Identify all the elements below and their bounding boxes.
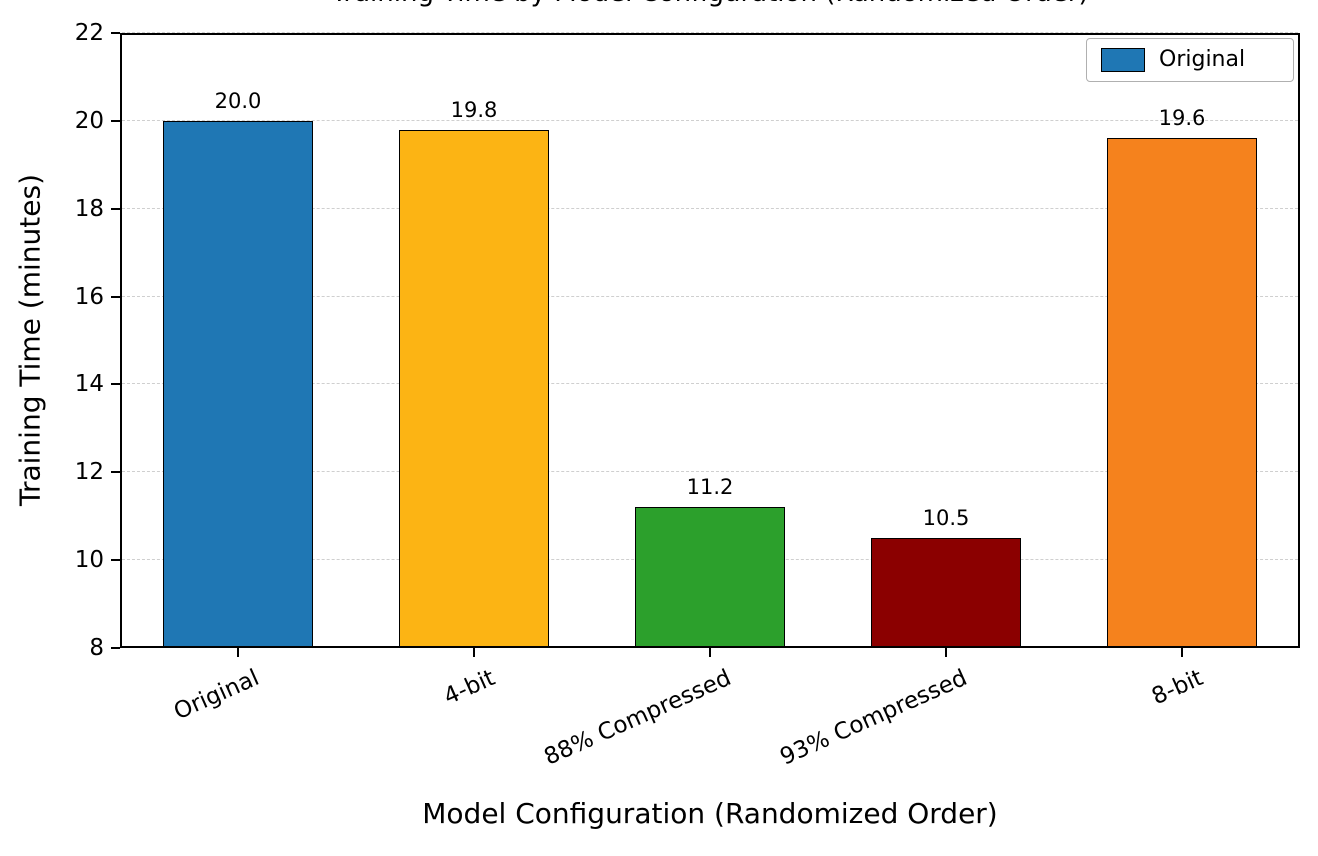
gridline-y-14 — [122, 383, 1298, 385]
x-tick-label: 8-bit — [1148, 664, 1207, 711]
legend-label: Original — [1159, 47, 1246, 72]
y-tick-label-8: 8 — [89, 635, 104, 661]
x-tick-mark-0 — [237, 648, 239, 657]
bar-value-label: 19.6 — [1158, 106, 1206, 131]
y-tick-label-10: 10 — [74, 547, 104, 574]
x-tick-label: Original — [170, 664, 263, 726]
bar-value-label: 10.5 — [922, 506, 970, 531]
x-tick-mark-3 — [945, 648, 947, 657]
bar-value-label: 19.8 — [450, 97, 498, 122]
y-tick-label-22: 22 — [74, 20, 104, 46]
x-tick-label: 93% Compressed — [776, 664, 971, 771]
y-tick-mark-18 — [111, 207, 120, 210]
y-tick-mark-8 — [111, 647, 120, 649]
bar-93-compressed — [871, 538, 1021, 648]
y-tick-mark-20 — [111, 119, 120, 122]
gridline-y-16 — [122, 295, 1298, 297]
x-tick-mark-2 — [709, 648, 711, 657]
gridline-y-22 — [122, 32, 1298, 33]
clipped-chart-title: Training Time by Model Configuration (Ra… — [120, 0, 1300, 13]
y-tick-label-12: 12 — [74, 459, 104, 486]
x-tick-mark-1 — [473, 648, 475, 657]
x-tick-label: 4-bit — [440, 664, 499, 711]
gridline-y-20 — [122, 119, 1298, 121]
y-tick-mark-12 — [111, 471, 120, 474]
bar-8-bit — [1107, 138, 1257, 648]
x-axis-label: Model Configuration (Randomized Order) — [422, 797, 998, 830]
y-tick-mark-16 — [111, 295, 120, 298]
bar-value-label: 11.2 — [686, 475, 734, 500]
bar-4-bit — [399, 129, 549, 648]
legend-swatch-original — [1101, 48, 1145, 72]
y-tick-mark-10 — [111, 559, 120, 562]
y-tick-mark-22 — [111, 32, 120, 34]
x-tick-mark-4 — [1181, 648, 1183, 657]
x-tick-label: 88% Compressed — [540, 664, 735, 771]
y-tick-label-20: 20 — [74, 107, 104, 134]
gridline-y-18 — [122, 207, 1298, 209]
legend: Original — [1086, 38, 1294, 82]
y-tick-label-14: 14 — [74, 371, 104, 398]
y-tick-label-16: 16 — [74, 283, 104, 310]
y-tick-label-18: 18 — [74, 195, 104, 222]
y-axis-label: Training Time (minutes) — [13, 174, 47, 506]
bar-value-label: 20.0 — [214, 88, 262, 113]
y-tick-mark-14 — [111, 383, 120, 386]
bar-88-compressed — [635, 507, 785, 648]
axes-spines — [120, 33, 1300, 648]
gridline-y-12 — [122, 471, 1298, 473]
bar-original — [163, 120, 313, 648]
